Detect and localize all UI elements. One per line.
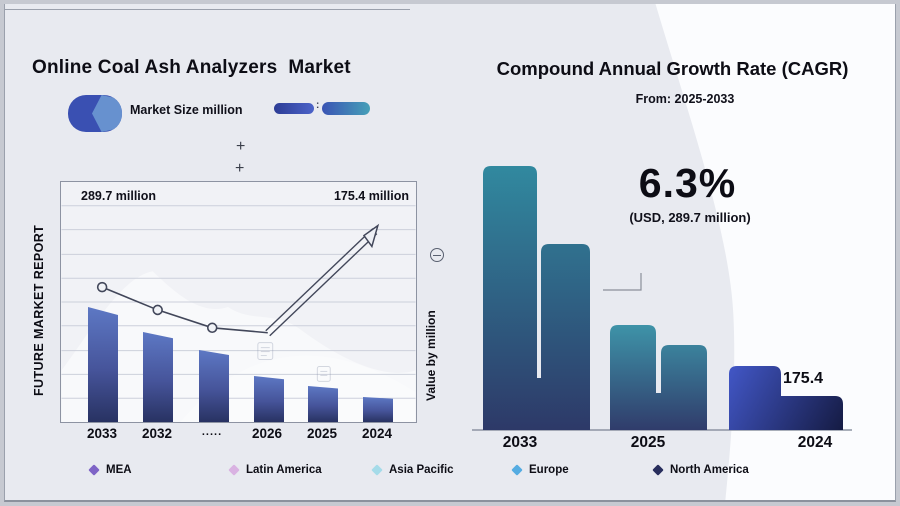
legend-diamond-icon [511,464,523,476]
cagr-subtitle: From: 2025-2033 [635,92,735,106]
x-label: 2033 [86,426,118,441]
database-cylinder-icon [68,95,122,132]
forecast-arrow-line [265,228,374,332]
bar-middle-years [199,350,229,422]
line-marker [152,304,163,316]
market-size-legend-label: Market Size million [130,103,243,117]
brand-side-label: FUTURE MARKET REPORT [32,224,46,396]
legend-item-mea: MEA [88,464,132,476]
x-label: 2024 [797,434,833,451]
min-value-annotation: 175.4 million [333,189,409,203]
plus-mark-icon: + [235,160,245,177]
bar-2026 [254,376,284,422]
bar-2032 [143,332,173,422]
bar-group-2024 [729,366,843,430]
x-label: 2026 [251,426,283,441]
x-label: 2032 [141,426,173,441]
collapse-minus-icon [430,248,444,262]
legend-item-latin-america: Latin America [228,464,322,476]
white-sweep-shape [655,4,895,500]
legend-item-europe: Europe [511,464,569,476]
bar-value-label: 175.4 [783,370,824,387]
gradient-pill-secondary [322,102,370,115]
arrow-head [362,223,380,249]
trend-line-overlay [96,223,380,337]
x-label: 2025 [306,426,338,441]
ghost-document-icon [257,342,331,382]
cagr-detail: (USD, 289.7 million) [629,210,751,225]
legend-diamond-icon [88,464,100,476]
frame-top-line [4,9,410,10]
x-label: 2033 [502,434,538,451]
x-label: 2024 [361,426,393,441]
bar-2025 [308,386,338,422]
x-label: 2025 [630,434,666,451]
bar-2024 [363,397,393,422]
page-title: Online Coal Ash Analyzers Market [32,57,351,78]
max-value-annotation: 289.7 million [81,189,157,203]
legend-diamond-icon [228,464,240,476]
step-bracket-line [603,273,642,291]
x-label-ellipsis: ..... [201,426,223,438]
bar-group-2025 [610,325,707,430]
line-marker [96,281,108,293]
mountain-silhouette [180,355,416,422]
bar-group-2033 [483,166,590,430]
cagr-chart [472,166,852,431]
legend-diamond-icon [371,464,383,476]
plus-mark-icon: + [236,138,246,155]
legend-item-north-america: North America [652,464,749,476]
market-size-chart: 289.7 million 175.4 million [60,181,417,423]
legend-diamond-icon [652,464,664,476]
gradient-pill-primary [274,103,314,114]
y-axis-label: Value by million [424,310,438,402]
bar-2033 [88,307,118,422]
line-marker [206,322,218,334]
cagr-value: 6.3% [638,160,737,206]
cagr-title: Compound Annual Growth Rate (CAGR) [496,58,849,79]
legend-item-asia-pacific: Asia Pacific [371,464,454,476]
pill-separator: : [316,100,320,111]
